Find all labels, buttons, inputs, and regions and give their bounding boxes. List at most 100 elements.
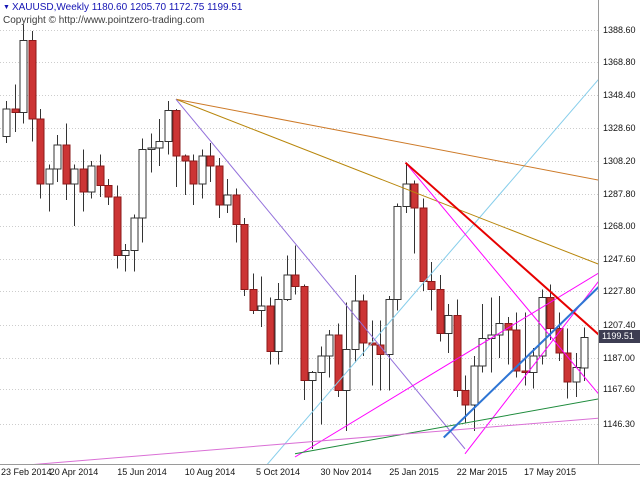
- candle-body-bull: [155, 141, 164, 149]
- time-axis-label: 15 Jun 2014: [117, 467, 167, 477]
- time-axis-label: 20 Apr 2014: [49, 467, 99, 477]
- price-axis-label: 1187.00: [603, 352, 635, 363]
- candle-body-bear: [28, 40, 37, 120]
- trendline-goldenrod[interactable]: [175, 98, 598, 265]
- trendline-blue[interactable]: [443, 285, 598, 439]
- candle: [96, 154, 105, 197]
- candle: [436, 274, 445, 342]
- candle-body-bear: [461, 389, 470, 406]
- trendline-purple[interactable]: [175, 98, 466, 450]
- candle: [138, 138, 147, 243]
- candle-body-bear: [215, 165, 224, 206]
- candle: [206, 143, 215, 183]
- candle: [334, 323, 343, 397]
- time-axis-label: 10 Aug 2014: [184, 467, 236, 477]
- candle: [351, 274, 360, 363]
- quote-line: ▼ XAUUSD,Weekly 1180.60 1205.70 1172.75 1…: [3, 2, 242, 13]
- price-axis-label: 1388.60: [603, 25, 636, 35]
- time-axis-label: 30 Nov 2014: [320, 467, 372, 477]
- candle: [300, 284, 309, 401]
- candle-body-bear: [563, 352, 572, 383]
- candle: [427, 261, 436, 311]
- candle-body-bull: [53, 144, 62, 170]
- candle-body-bull: [147, 147, 156, 151]
- candle-body-bull: [342, 349, 351, 391]
- candle: [155, 118, 164, 166]
- candle: [249, 273, 258, 314]
- trendline-red[interactable]: [404, 161, 599, 337]
- candle-body-bear: [512, 329, 521, 372]
- candle: [113, 185, 122, 269]
- candle: [444, 304, 453, 353]
- time-axis[interactable]: 23 Feb 2014 20 Apr 2014 15 Jun 2014 10 Aug …: [0, 464, 640, 480]
- candle-body-bear: [172, 110, 181, 157]
- candle-body-bull: [121, 249, 130, 256]
- price-axis-label: 1207.40: [603, 319, 636, 330]
- candle: [402, 162, 411, 214]
- candle: [393, 203, 402, 311]
- candle: [572, 352, 581, 397]
- candle-body-bull: [317, 355, 326, 373]
- candle: [164, 100, 173, 155]
- current-price-tag: 1199.51: [599, 330, 640, 344]
- candle-body-bull: [198, 155, 207, 185]
- candle: [172, 109, 181, 188]
- candle-body-bear: [113, 196, 122, 256]
- candle-body-bull: [308, 371, 317, 382]
- candle: [19, 24, 28, 124]
- candle: [215, 157, 224, 218]
- trendline-orange[interactable]: [175, 98, 598, 181]
- candle-body-bull: [45, 168, 54, 185]
- candle: [453, 299, 462, 397]
- candle-body-bear: [546, 297, 555, 330]
- trendlines-layer: [6, 77, 599, 464]
- candle-body-bull: [274, 298, 283, 352]
- candle-body-bear: [555, 328, 564, 354]
- candle-body-bear: [504, 323, 513, 331]
- ray-skyblue[interactable]: [261, 77, 598, 464]
- candle-body-bull: [130, 217, 139, 251]
- candle: [563, 328, 572, 399]
- candle: [291, 245, 300, 295]
- candle-body-bear: [249, 289, 258, 312]
- candle-body-bull: [70, 168, 79, 185]
- grid-lines: [0, 30, 598, 425]
- time-axis-label: 5 Oct 2014: [255, 467, 301, 477]
- candle-body-bear: [300, 285, 309, 382]
- candle: [45, 164, 54, 212]
- trendline-plum[interactable]: [6, 417, 598, 464]
- candle-body-bull: [385, 298, 394, 356]
- candle: [181, 154, 190, 196]
- candle-body-bear: [334, 334, 343, 391]
- candle: [317, 346, 326, 425]
- quote-text: XAUUSD,Weekly 1180.60 1205.70 1172.75 11…: [11, 2, 243, 13]
- trendline-magenta-up-1[interactable]: [294, 272, 598, 458]
- candle-body-bear: [368, 342, 377, 346]
- price-axis-label: 1287.80: [603, 188, 636, 199]
- chart-plot[interactable]: [0, 0, 598, 464]
- candle: [385, 296, 394, 391]
- candle-body-bear: [419, 207, 428, 282]
- candle-body-bull: [325, 334, 334, 357]
- candle-body-bear: [266, 305, 275, 352]
- candle: [419, 198, 428, 292]
- candle: [470, 356, 479, 431]
- candle: [2, 100, 11, 144]
- candle: [495, 296, 504, 358]
- candle: [36, 109, 45, 199]
- price-axis-label: 1247.60: [603, 254, 636, 265]
- candle-body-bull: [495, 323, 504, 336]
- price-axis[interactable]: 1388.60 1368.80 1348.40 1328.60 1308.20 1287.…: [598, 0, 640, 464]
- candle-body-bear: [359, 300, 368, 344]
- candle: [189, 154, 198, 205]
- trendline-magenta-down[interactable]: [405, 162, 599, 397]
- candle: [53, 135, 62, 183]
- time-axis-label: 25 Jan 2015: [389, 467, 439, 477]
- candle-body-bear: [410, 183, 419, 209]
- candle-body-bear: [96, 165, 105, 186]
- candle: [529, 348, 538, 389]
- candle: [376, 320, 385, 391]
- candle: [325, 330, 334, 378]
- candle: [521, 312, 530, 386]
- trendline-green[interactable]: [294, 398, 598, 455]
